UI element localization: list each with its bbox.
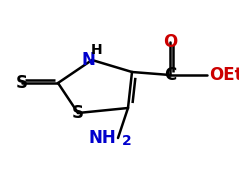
Text: S: S xyxy=(16,74,28,92)
Text: OEt: OEt xyxy=(209,66,239,84)
Text: 2: 2 xyxy=(122,134,132,148)
Text: H: H xyxy=(91,43,103,57)
Text: N: N xyxy=(81,51,95,69)
Text: O: O xyxy=(163,33,177,51)
Text: C: C xyxy=(164,66,176,84)
Text: S: S xyxy=(72,104,84,122)
Text: NH: NH xyxy=(88,129,116,147)
